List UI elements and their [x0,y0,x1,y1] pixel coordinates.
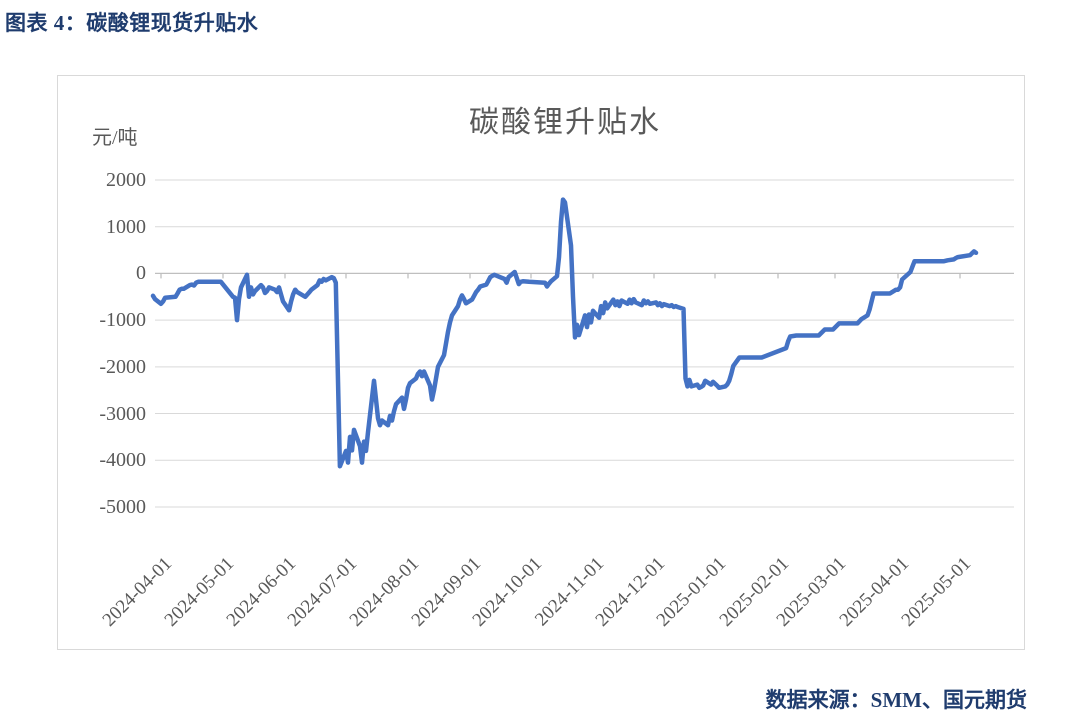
chart-title: 碳酸锂升贴水 [469,106,661,139]
y-tick-label: -2000 [99,355,146,378]
y-tick-label: 1000 [106,215,146,238]
y-tick-label: -3000 [99,402,146,425]
figure-caption: 图表 4：碳酸锂现货升贴水 [5,11,259,35]
y-axis-unit-label: 元/吨 [92,127,138,149]
y-tick-label: -1000 [99,309,146,332]
y-tick-label: 2000 [106,168,146,191]
series-line [150,197,979,469]
y-tick-label: -5000 [99,495,146,518]
chart-area [57,75,1025,650]
y-tick-label: 0 [136,262,146,285]
data-source-note: 数据来源：SMM、国元期货 [765,688,1027,712]
y-tick-label: -4000 [99,449,146,472]
